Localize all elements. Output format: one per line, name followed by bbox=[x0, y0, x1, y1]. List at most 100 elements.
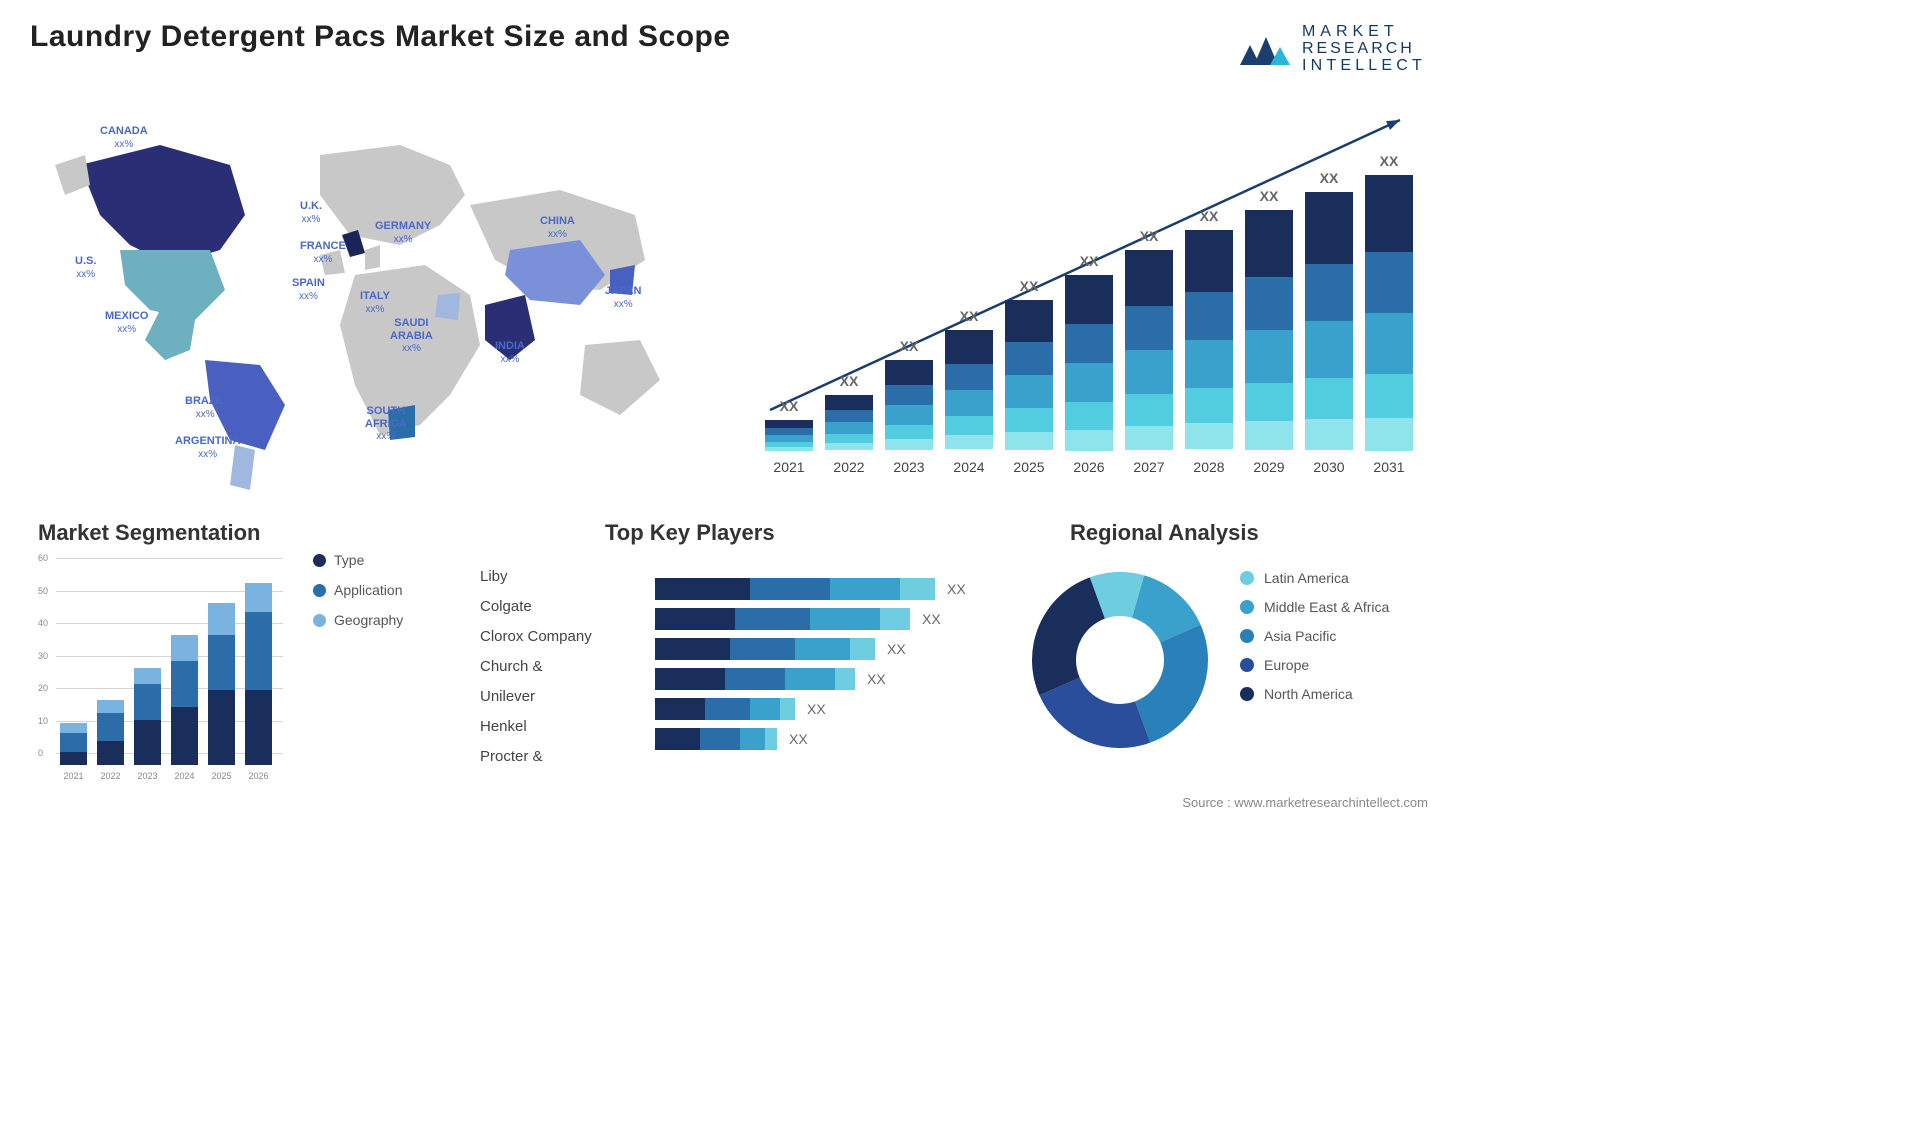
player-name: Colgate bbox=[480, 592, 610, 622]
bar-year-label: 2021 bbox=[765, 459, 813, 475]
player-value-label: XX bbox=[922, 611, 941, 627]
player-bar-row: XX bbox=[655, 694, 985, 724]
seg-bar-segment bbox=[60, 723, 87, 733]
world-map: CANADAxx%U.S.xx%MEXICOxx%BRAZILxx%ARGENT… bbox=[20, 95, 740, 495]
seg-legend-label: Application bbox=[334, 582, 403, 598]
bar-group: XX bbox=[1245, 210, 1293, 450]
player-name: Unilever bbox=[480, 682, 610, 712]
legend-dot-icon bbox=[1240, 629, 1254, 643]
segmentation-legend: Type Application Geography bbox=[313, 552, 403, 642]
regional-legend: Latin America Middle East & Africa Asia Pa… bbox=[1240, 570, 1389, 715]
player-bar-row: XX bbox=[655, 574, 985, 604]
page-title: Laundry Detergent Pacs Market Size and S… bbox=[30, 20, 731, 54]
seg-legend-label: Type bbox=[334, 552, 364, 568]
seg-bar-segment bbox=[171, 635, 198, 661]
player-bar-row: XX bbox=[655, 724, 985, 754]
bar-value-label: XX bbox=[1005, 278, 1053, 294]
player-bar-row: XX bbox=[655, 634, 985, 664]
bar-value-label: XX bbox=[1065, 253, 1113, 269]
bar-value-label: XX bbox=[825, 373, 873, 389]
player-name: Clorox Company bbox=[480, 622, 610, 652]
bar-value-label: XX bbox=[1185, 208, 1233, 224]
bar-value-label: XX bbox=[1245, 188, 1293, 204]
map-label: CHINAxx% bbox=[540, 215, 575, 240]
player-value-label: XX bbox=[807, 701, 826, 717]
regional-title: Regional Analysis bbox=[1070, 520, 1440, 546]
player-bar-row: XX bbox=[655, 664, 985, 694]
legend-dot-icon bbox=[313, 554, 326, 567]
seg-legend-item: Geography bbox=[313, 612, 403, 628]
map-label: ARGENTINAxx% bbox=[175, 435, 240, 460]
seg-year-label: 2024 bbox=[171, 771, 198, 781]
bar-year-label: 2025 bbox=[1005, 459, 1053, 475]
map-label: GERMANYxx% bbox=[375, 220, 431, 245]
bar-group: XX bbox=[885, 360, 933, 450]
logo-icon bbox=[1236, 29, 1292, 69]
bar-value-label: XX bbox=[1305, 170, 1353, 186]
player-name: Church & bbox=[480, 652, 610, 682]
seg-bar-segment bbox=[245, 612, 272, 690]
regional-legend-label: North America bbox=[1264, 686, 1353, 702]
bar-year-label: 2028 bbox=[1185, 459, 1233, 475]
bar-year-label: 2031 bbox=[1365, 459, 1413, 475]
regional-legend-item: Asia Pacific bbox=[1240, 628, 1389, 644]
bar-year-label: 2024 bbox=[945, 459, 993, 475]
seg-year-label: 2025 bbox=[208, 771, 235, 781]
seg-bar-segment bbox=[134, 668, 161, 684]
legend-dot-icon bbox=[313, 614, 326, 627]
logo-text-1: MARKET bbox=[1302, 24, 1426, 41]
regional-donut bbox=[1020, 560, 1220, 760]
legend-dot-icon bbox=[1240, 600, 1254, 614]
bar-group: XX bbox=[1005, 300, 1053, 450]
bar-year-label: 2022 bbox=[825, 459, 873, 475]
map-label: BRAZILxx% bbox=[185, 395, 225, 420]
map-label: INDIAxx% bbox=[495, 340, 525, 365]
map-label: ITALYxx% bbox=[360, 290, 390, 315]
map-label: U.S.xx% bbox=[75, 255, 96, 280]
regional-legend-item: Latin America bbox=[1240, 570, 1389, 586]
seg-legend-item: Application bbox=[313, 582, 403, 598]
bar-group: XX bbox=[1305, 192, 1353, 450]
donut-segment bbox=[1135, 625, 1208, 743]
bar-group: XX bbox=[1185, 230, 1233, 450]
bar-group: XX bbox=[1365, 175, 1413, 450]
seg-legend-label: Geography bbox=[334, 612, 403, 628]
player-value-label: XX bbox=[789, 731, 808, 747]
seg-bar-segment bbox=[171, 661, 198, 707]
segmentation-chart: 0102030405060202120222023202420252026 bbox=[38, 558, 283, 783]
bar-year-label: 2026 bbox=[1065, 459, 1113, 475]
bar-value-label: XX bbox=[945, 308, 993, 324]
logo-text-2: RESEARCH bbox=[1302, 41, 1426, 58]
bar-year-label: 2023 bbox=[885, 459, 933, 475]
source-text: Source : www.marketresearchintellect.com bbox=[1182, 795, 1428, 810]
player-bar-row: XX bbox=[655, 604, 985, 634]
bar-value-label: XX bbox=[885, 338, 933, 354]
players-title: Top Key Players bbox=[605, 520, 990, 546]
seg-bar-segment bbox=[60, 733, 87, 753]
legend-dot-icon bbox=[1240, 687, 1254, 701]
seg-bar-segment bbox=[97, 713, 124, 741]
map-label: JAPANxx% bbox=[605, 285, 641, 310]
seg-bar-segment bbox=[97, 700, 124, 713]
map-label: SPAINxx% bbox=[292, 277, 325, 302]
legend-dot-icon bbox=[313, 584, 326, 597]
map-label: SAUDIARABIAxx% bbox=[390, 317, 433, 355]
seg-bar-segment bbox=[208, 635, 235, 690]
players-bars: XXXXXXXXXXXX bbox=[655, 574, 985, 754]
regional-legend-label: Latin America bbox=[1264, 570, 1349, 586]
seg-bar-segment bbox=[134, 684, 161, 720]
regional-section: Regional Analysis Latin AmericaMiddle Ea… bbox=[1020, 520, 1440, 546]
seg-legend-item: Type bbox=[313, 552, 403, 568]
seg-bar-segment bbox=[208, 690, 235, 765]
players-name-list: LibyColgateClorox CompanyChurch &Unileve… bbox=[480, 562, 610, 772]
segmentation-section: Market Segmentation 01020304050602021202… bbox=[38, 520, 458, 783]
regional-legend-item: Middle East & Africa bbox=[1240, 599, 1389, 615]
legend-dot-icon bbox=[1240, 571, 1254, 585]
bar-year-label: 2030 bbox=[1305, 459, 1353, 475]
seg-bar-segment bbox=[97, 741, 124, 765]
map-label: U.K.xx% bbox=[300, 200, 322, 225]
regional-legend-item: Europe bbox=[1240, 657, 1389, 673]
players-section: Top Key Players LibyColgateClorox Compan… bbox=[480, 520, 990, 546]
map-label: SOUTHAFRICAxx% bbox=[365, 405, 407, 443]
bar-value-label: XX bbox=[1125, 228, 1173, 244]
